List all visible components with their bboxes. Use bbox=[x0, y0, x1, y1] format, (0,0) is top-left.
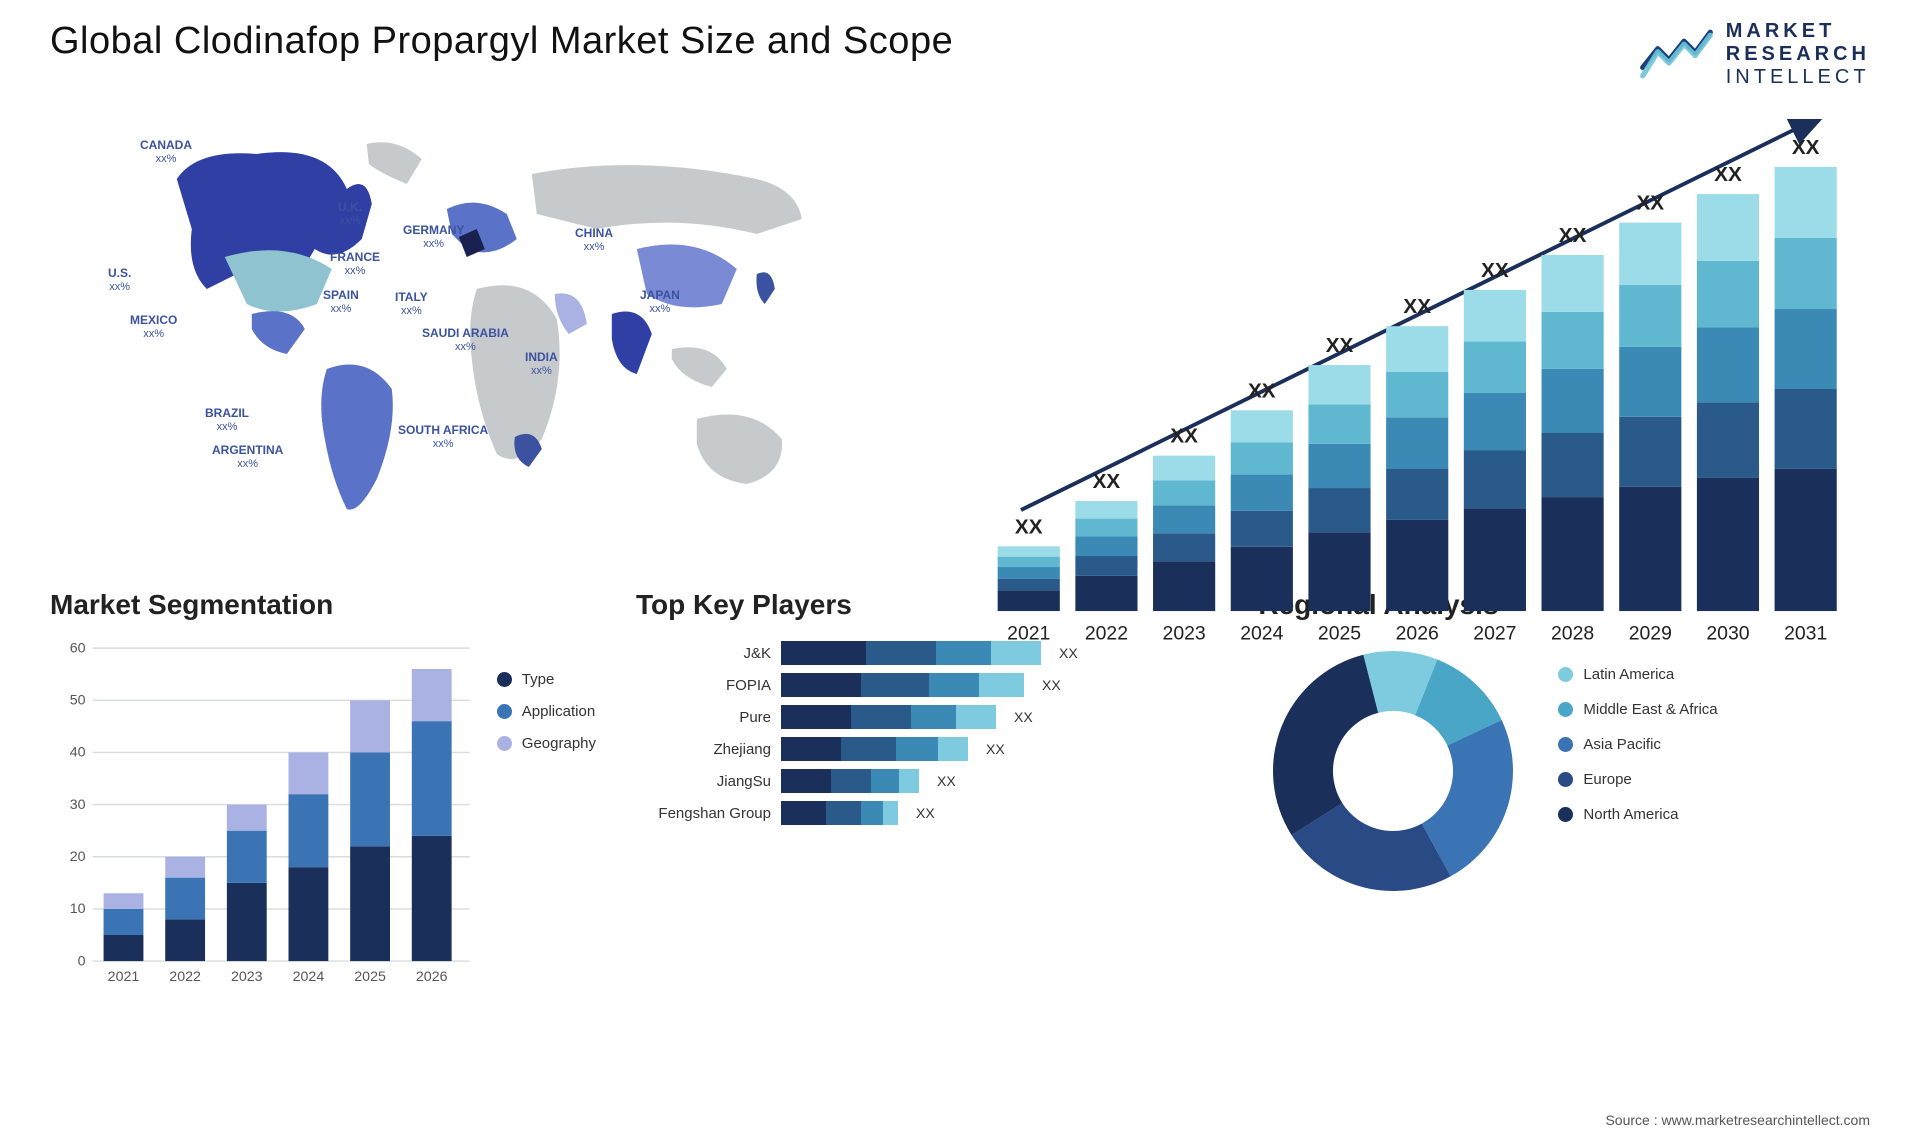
svg-text:2022: 2022 bbox=[169, 969, 201, 985]
players-hbar-chart: J&KXXFOPIAXXPureXXZhejiangXXJiangSuXXFen… bbox=[636, 641, 1218, 825]
regional-legend-item: Middle East & Africa bbox=[1558, 701, 1717, 718]
player-row: ZhejiangXX bbox=[636, 737, 1218, 761]
regional-donut-chart bbox=[1263, 641, 1523, 901]
regional-legend-item: Asia Pacific bbox=[1558, 736, 1717, 753]
svg-text:XX: XX bbox=[1403, 295, 1431, 318]
regional-legend-item: North America bbox=[1558, 806, 1717, 823]
svg-text:0: 0 bbox=[78, 953, 86, 969]
svg-text:2031: 2031 bbox=[1784, 623, 1827, 645]
svg-text:2023: 2023 bbox=[1162, 623, 1205, 645]
svg-text:30: 30 bbox=[70, 797, 86, 813]
segmentation-panel: Market Segmentation 01020304050602021202… bbox=[50, 589, 596, 929]
map-country-label: ARGENTINAxx% bbox=[212, 444, 283, 470]
svg-text:2026: 2026 bbox=[1395, 623, 1438, 645]
map-country-label: GERMANYxx% bbox=[403, 224, 464, 250]
svg-text:20: 20 bbox=[70, 849, 86, 865]
regional-legend-item: Europe bbox=[1558, 771, 1717, 788]
regional-legend-item: Latin America bbox=[1558, 666, 1717, 683]
source-attribution: Source : www.marketresearchintellect.com bbox=[1605, 1112, 1870, 1128]
map-country-label: MEXICOxx% bbox=[130, 314, 177, 340]
svg-text:2022: 2022 bbox=[1084, 623, 1127, 645]
growth-chart-panel: XX2021XX2022XX2023XX2024XX2025XX2026XX20… bbox=[964, 119, 1870, 539]
player-row: FOPIAXX bbox=[636, 673, 1218, 697]
svg-text:XX: XX bbox=[1636, 192, 1664, 215]
svg-text:2021: 2021 bbox=[108, 969, 140, 985]
segmentation-legend: Type Application Geography bbox=[497, 641, 596, 891]
segmentation-legend-item: Application bbox=[497, 703, 596, 720]
map-country-label: INDIAxx% bbox=[525, 351, 558, 377]
svg-text:XX: XX bbox=[1170, 425, 1198, 448]
segmentation-bar-chart: 0 10 20 30 40 50 60 2021 2022 2023 2024 2025 2026 bbox=[50, 641, 477, 997]
player-row: Fengshan GroupXX bbox=[636, 801, 1218, 825]
svg-text:XX: XX bbox=[1248, 379, 1276, 402]
segmentation-legend-item: Geography bbox=[497, 735, 596, 752]
svg-text:2026: 2026 bbox=[416, 969, 448, 985]
svg-text:2024: 2024 bbox=[293, 969, 325, 985]
svg-text:2029: 2029 bbox=[1628, 623, 1671, 645]
svg-text:XX: XX bbox=[1481, 259, 1509, 282]
svg-text:2021: 2021 bbox=[1007, 623, 1050, 645]
map-country-label: U.S.xx% bbox=[108, 267, 131, 293]
player-row: JiangSuXX bbox=[636, 769, 1218, 793]
svg-text:2027: 2027 bbox=[1473, 623, 1516, 645]
svg-text:10: 10 bbox=[70, 901, 86, 917]
regional-legend: Latin America Middle East & Africa Asia Pa… bbox=[1558, 641, 1717, 823]
svg-text:XX: XX bbox=[1325, 334, 1353, 357]
map-country-label: U.K.xx% bbox=[338, 201, 362, 227]
svg-text:2030: 2030 bbox=[1706, 623, 1749, 645]
svg-text:2024: 2024 bbox=[1240, 623, 1283, 645]
map-country-label: FRANCExx% bbox=[330, 251, 380, 277]
svg-text:60: 60 bbox=[70, 641, 86, 656]
svg-text:2025: 2025 bbox=[354, 969, 386, 985]
svg-text:40: 40 bbox=[70, 745, 86, 761]
svg-text:XX: XX bbox=[1092, 470, 1120, 493]
map-country-label: ITALYxx% bbox=[395, 291, 428, 317]
svg-text:50: 50 bbox=[70, 693, 86, 709]
world-map-panel: CANADAxx% U.S.xx% MEXICOxx% BRAZILxx% ARGENT… bbox=[50, 119, 924, 539]
map-country-label: CHINAxx% bbox=[575, 227, 613, 253]
svg-text:2028: 2028 bbox=[1551, 623, 1594, 645]
map-country-label: BRAZILxx% bbox=[205, 407, 249, 433]
svg-text:XX: XX bbox=[1791, 136, 1819, 159]
growth-bar-chart: XX 2021 XX 2022 XX 2023 XX 2024 XX 2025 XX 2026 XX 20… bbox=[964, 119, 1870, 663]
page-title: Global Clodinafop Propargyl Market Size … bbox=[50, 20, 953, 63]
map-country-label: SAUDI ARABIAxx% bbox=[422, 327, 509, 353]
svg-text:2025: 2025 bbox=[1318, 623, 1361, 645]
svg-text:XX: XX bbox=[1714, 163, 1742, 186]
player-row: PureXX bbox=[636, 705, 1218, 729]
map-country-label: SOUTH AFRICAxx% bbox=[398, 424, 488, 450]
logo-mark-icon bbox=[1639, 25, 1714, 85]
segmentation-legend-item: Type bbox=[497, 671, 596, 688]
logo-text: MARKET RESEARCH INTELLECT bbox=[1726, 20, 1870, 89]
brand-logo: MARKET RESEARCH INTELLECT bbox=[1639, 20, 1870, 89]
svg-text:2023: 2023 bbox=[231, 969, 263, 985]
map-country-label: JAPANxx% bbox=[640, 289, 680, 315]
map-country-label: CANADAxx% bbox=[140, 139, 192, 165]
map-country-label: SPAINxx% bbox=[323, 289, 359, 315]
svg-text:XX: XX bbox=[1558, 224, 1586, 247]
segmentation-title: Market Segmentation bbox=[50, 589, 596, 621]
svg-text:XX: XX bbox=[1015, 515, 1043, 538]
